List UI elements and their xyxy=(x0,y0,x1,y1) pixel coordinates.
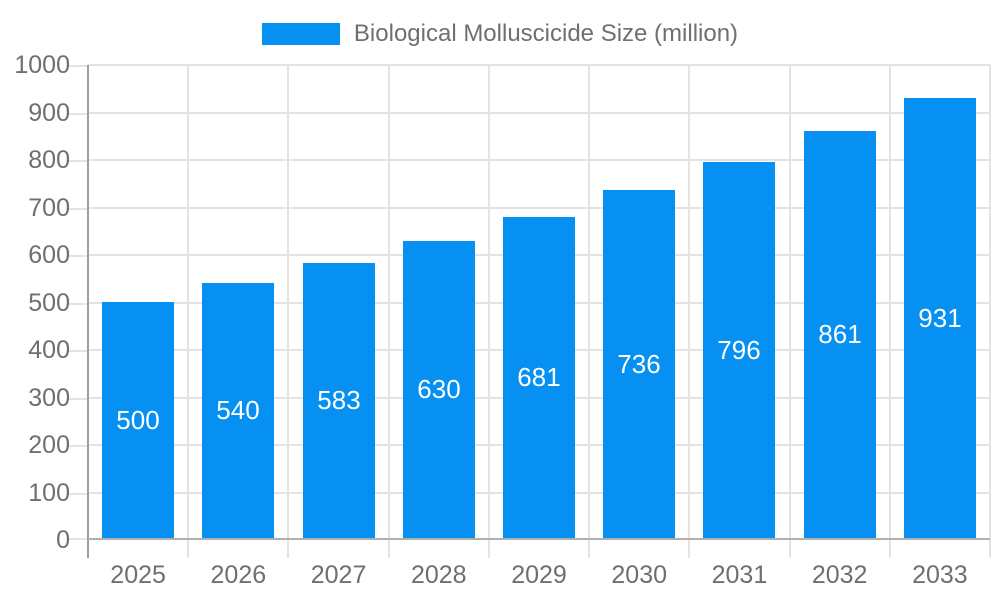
bar-2026: 540 xyxy=(202,283,274,538)
bar-2030: 736 xyxy=(603,190,675,538)
y-tick-300 xyxy=(68,397,88,400)
bar-2029: 681 xyxy=(503,217,575,538)
y-tick-400 xyxy=(68,350,88,352)
y-tick-label-200: 200 xyxy=(28,431,70,459)
y-tick-label-700: 700 xyxy=(28,193,70,222)
x-tick-8 xyxy=(888,540,891,558)
bar-value-label-2030: 736 xyxy=(617,348,661,379)
y-tick-label-800: 800 xyxy=(28,146,70,174)
x-tick-label-2028: 2028 xyxy=(410,561,467,589)
x-tick-label-2029: 2029 xyxy=(511,561,567,589)
y-tick-label-100: 100 xyxy=(28,478,70,507)
y-gridline-700 xyxy=(88,206,990,209)
y-tick-900 xyxy=(68,112,88,115)
y-tick-label-1000: 1000 xyxy=(14,51,70,79)
x-gridline-1 xyxy=(187,65,190,540)
bar-2027: 583 xyxy=(303,263,375,538)
y-tick-700 xyxy=(68,207,88,210)
y-gridline-1000 xyxy=(88,64,990,66)
x-tick-label-2030: 2030 xyxy=(611,561,668,589)
x-tick-4 xyxy=(487,540,490,558)
bar-value-label-2029: 681 xyxy=(517,362,561,392)
x-tick-7 xyxy=(788,540,791,558)
y-tick-200 xyxy=(68,445,88,447)
x-tick-3 xyxy=(387,540,390,558)
x-gridline-4 xyxy=(487,65,490,540)
bar-value-label-2027: 583 xyxy=(317,385,361,415)
bar-2025: 500 xyxy=(102,302,174,538)
x-gridline-6 xyxy=(688,65,691,540)
x-tick-6 xyxy=(688,540,691,558)
x-tick-label-2026: 2026 xyxy=(210,561,267,589)
x-tick-label-2027: 2027 xyxy=(310,561,367,589)
x-tick-label-2033: 2033 xyxy=(912,561,968,589)
y-tick-label-600: 600 xyxy=(28,241,70,269)
y-tick-100 xyxy=(68,492,88,495)
x-tick-label-2025: 2025 xyxy=(110,561,166,589)
bar-value-label-2026: 540 xyxy=(216,395,260,425)
x-gridline-7 xyxy=(788,65,791,540)
plot-area: 500 540 583 630 681 736 796 861 931 xyxy=(68,64,991,558)
bar-value-label-2025: 500 xyxy=(116,404,160,435)
bar-2031: 796 xyxy=(703,162,775,538)
x-tick-2 xyxy=(287,540,290,558)
legend: Biological Molluscicide Size (million) xyxy=(0,20,1000,48)
bar-value-label-2028: 630 xyxy=(417,374,461,404)
y-tick-label-400: 400 xyxy=(28,336,70,364)
x-tick-label-2031: 2031 xyxy=(711,561,768,589)
legend-swatch xyxy=(261,23,340,45)
y-tick-800 xyxy=(68,160,88,162)
bar-value-label-2032: 861 xyxy=(818,319,862,349)
x-gridline-5 xyxy=(588,65,591,540)
bar-value-label-2031: 796 xyxy=(717,334,761,365)
y-tick-0 xyxy=(68,538,88,540)
legend-label: Biological Molluscicide Size (million) xyxy=(353,20,739,47)
y-axis-line xyxy=(87,65,89,558)
bar-2033: 931 xyxy=(904,98,976,538)
bar-2032: 861 xyxy=(804,131,876,538)
y-gridline-800 xyxy=(88,159,990,161)
x-axis-line xyxy=(88,538,990,540)
x-tick-5 xyxy=(588,540,591,558)
y-tick-500 xyxy=(68,302,88,305)
y-tick-label-300: 300 xyxy=(28,383,70,412)
x-gridline-9 xyxy=(989,65,991,540)
y-gridline-900 xyxy=(88,111,990,114)
y-tick-600 xyxy=(68,255,88,257)
x-tick-1 xyxy=(187,540,190,558)
bar-value-label-2033: 931 xyxy=(918,302,962,333)
y-tick-label-500: 500 xyxy=(28,288,70,317)
x-gridline-3 xyxy=(387,65,390,540)
x-gridline-8 xyxy=(888,65,891,540)
y-tick-label-0: 0 xyxy=(56,526,70,554)
x-tick-9 xyxy=(989,540,991,558)
x-tick-label-2032: 2032 xyxy=(811,561,868,589)
bar-2028: 630 xyxy=(403,241,475,538)
y-tick-1000 xyxy=(68,65,88,67)
y-tick-label-900: 900 xyxy=(28,98,70,127)
x-gridline-2 xyxy=(287,65,290,540)
